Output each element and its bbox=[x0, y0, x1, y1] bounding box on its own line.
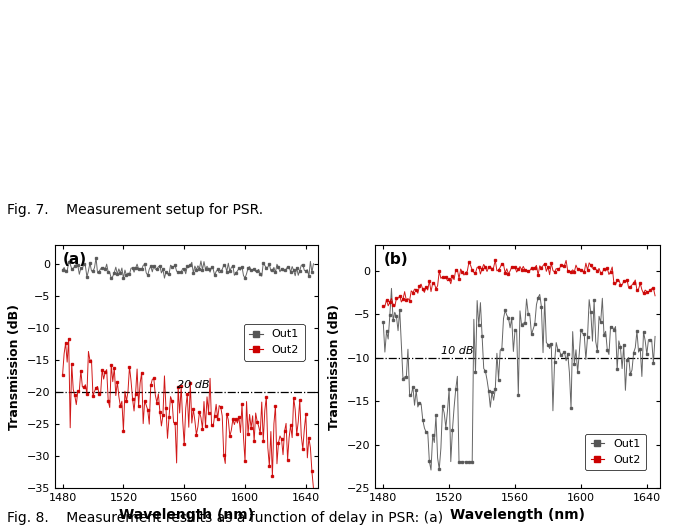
Y-axis label: Transmission (dB): Transmission (dB) bbox=[328, 304, 341, 429]
Text: Fig. 7.    Measurement setup for PSR.: Fig. 7. Measurement setup for PSR. bbox=[7, 203, 263, 217]
X-axis label: Wavelength (nm): Wavelength (nm) bbox=[119, 508, 254, 523]
Text: 10 dB: 10 dB bbox=[441, 346, 473, 356]
X-axis label: Wavelength (nm): Wavelength (nm) bbox=[450, 508, 585, 523]
Text: (a): (a) bbox=[63, 252, 87, 267]
Legend: Out1, Out2: Out1, Out2 bbox=[585, 434, 646, 470]
Y-axis label: Transmission (dB): Transmission (dB) bbox=[8, 304, 21, 429]
Text: Fig. 8.    Measurement results as a function of delay in PSR: (a): Fig. 8. Measurement results as a functio… bbox=[7, 511, 443, 525]
Text: 20 dB: 20 dB bbox=[177, 379, 209, 390]
Text: (b): (b) bbox=[384, 252, 408, 267]
Legend: Out1, Out2: Out1, Out2 bbox=[244, 324, 305, 360]
